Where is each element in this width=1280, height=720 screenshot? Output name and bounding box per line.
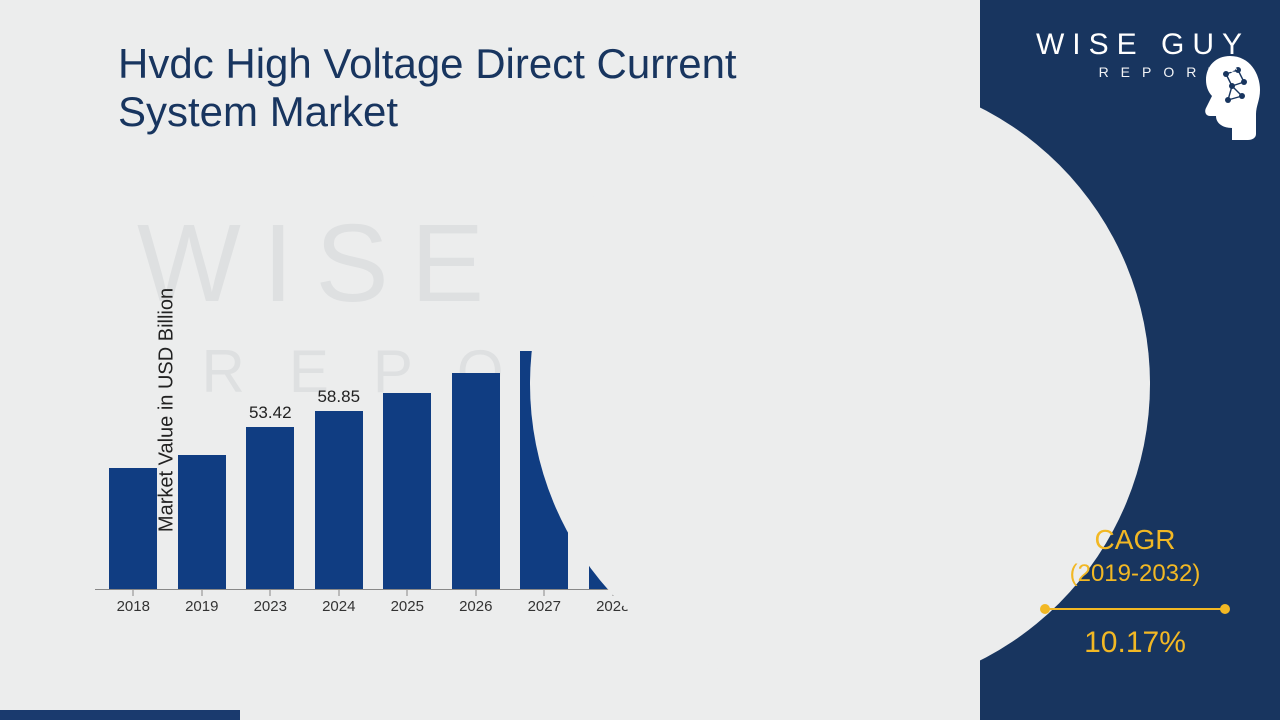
cagr-block: CAGR (2019-2032) 10.17% (1020, 524, 1250, 660)
infographic-canvas: WISE GUY REPORTS Hvdc High Voltage Direc… (0, 0, 1280, 720)
bar-slot (373, 180, 442, 589)
bar (109, 468, 157, 589)
x-tick-label: 2027 (510, 590, 579, 615)
x-tick-label: 2024 (305, 590, 374, 615)
right-panel: WISE GUY REPORTS CAGR (2019-2032) 10.17% (980, 0, 1280, 720)
bar (178, 455, 226, 589)
bottom-accent-bar (0, 710, 240, 720)
bar-slot (99, 180, 168, 589)
cagr-value: 10.17% (1020, 626, 1250, 660)
x-tick-label: 2018 (99, 590, 168, 615)
bar-slot: 53.42 (236, 180, 305, 589)
cagr-label: CAGR (1020, 524, 1250, 556)
bar: 53.42 (246, 427, 294, 589)
bar (383, 393, 431, 589)
cagr-range: (2019-2032) (1020, 560, 1250, 588)
bar (452, 373, 500, 589)
bar-value-label: 53.42 (249, 403, 292, 423)
cagr-divider (1045, 608, 1225, 610)
bar-slot: 58.85 (305, 180, 374, 589)
logo-text-line2: REPORTS (1036, 64, 1250, 80)
bar-slot (442, 180, 511, 589)
bar-value-label: 58.85 (317, 387, 360, 407)
x-tick-label: 2019 (168, 590, 237, 615)
x-tick-label: 2026 (442, 590, 511, 615)
x-tick-label: 2023 (236, 590, 305, 615)
brand-logo: WISE GUY REPORTS (1036, 28, 1250, 80)
x-tick-label: 2025 (373, 590, 442, 615)
bar: 58.85 (315, 411, 363, 589)
bar-slot (168, 180, 237, 589)
